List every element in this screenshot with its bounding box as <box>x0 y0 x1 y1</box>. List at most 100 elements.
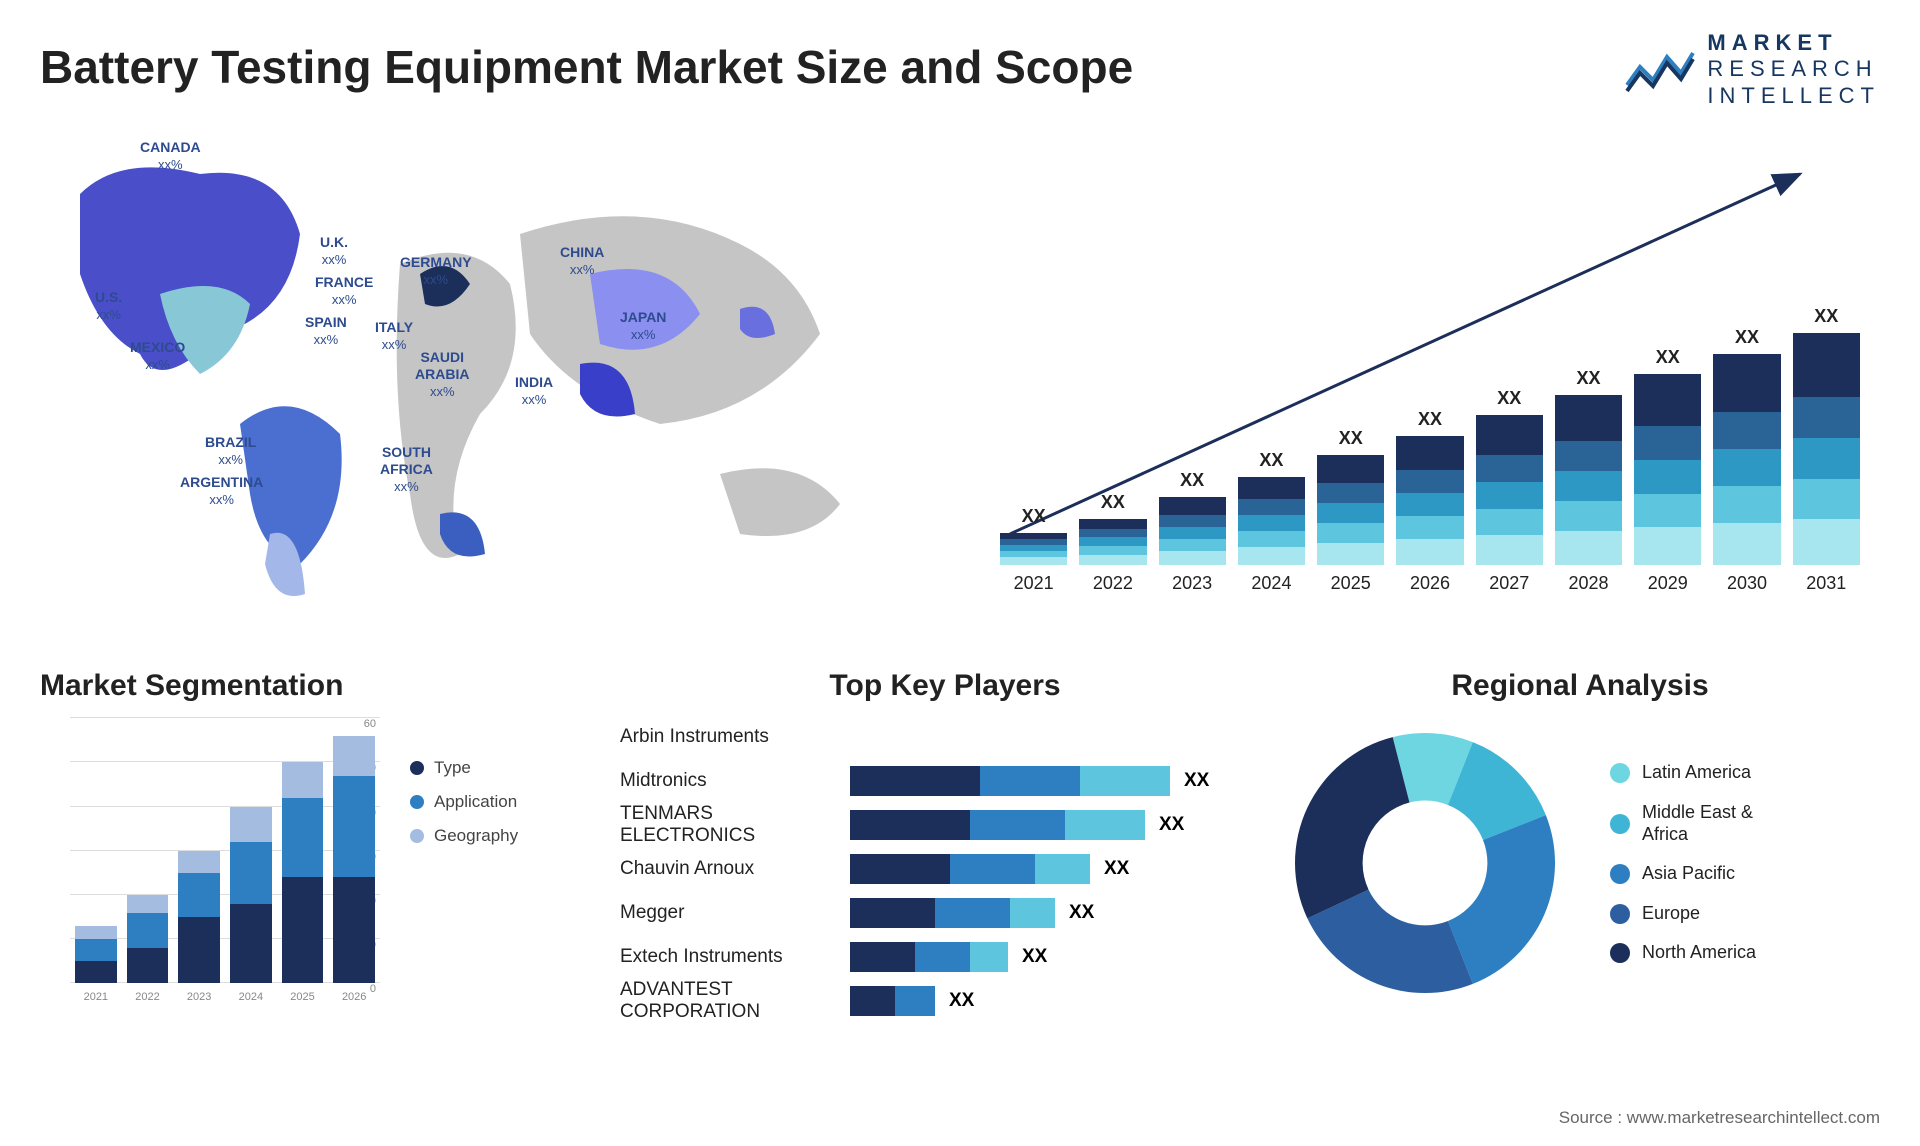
bar-segment <box>1555 471 1622 501</box>
legend-label: Asia Pacific <box>1642 863 1735 885</box>
growth-bar: XX2026 <box>1396 409 1463 594</box>
player-bar <box>850 942 1008 972</box>
growth-bar: XX2031 <box>1793 306 1860 594</box>
brand-logo: MARKET RESEARCH INTELLECT <box>1625 30 1880 109</box>
seg-bar: 2024 <box>230 807 272 984</box>
bar-segment <box>1238 499 1305 515</box>
bar-segment <box>1396 470 1463 493</box>
bar-segment <box>1793 479 1860 519</box>
bar-segment <box>1317 483 1384 503</box>
bar-segment <box>1713 354 1780 412</box>
segmentation-panel: Market Segmentation 0102030405060 202120… <box>40 669 610 1020</box>
player-bar <box>850 986 935 1016</box>
legend-label: Type <box>434 758 471 778</box>
seg-bar-segment <box>230 807 272 842</box>
player-bar <box>850 766 1170 796</box>
regional-title: Regional Analysis <box>1280 669 1880 703</box>
seg-year-label: 2022 <box>135 991 159 1003</box>
bar-year-label: 2022 <box>1093 573 1133 594</box>
bar-segment <box>1476 455 1543 482</box>
player-row: MeggerXX <box>620 894 1270 932</box>
seg-bar: 2021 <box>75 926 117 983</box>
growth-bar: XX2025 <box>1317 428 1384 594</box>
seg-bar-segment <box>282 877 324 983</box>
bar-year-label: 2029 <box>1648 573 1688 594</box>
segmentation-legend: Type Application Geography <box>410 758 518 1008</box>
player-bar-segment <box>970 810 1065 840</box>
player-value: XX <box>1159 814 1184 836</box>
player-bar-segment <box>850 942 915 972</box>
bar-value-label: XX <box>1101 492 1125 513</box>
map-label: SPAINxx% <box>305 314 347 348</box>
player-bar-segment <box>1065 810 1145 840</box>
map-label: SAUDIARABIAxx% <box>415 349 469 399</box>
bar-segment <box>1079 537 1146 546</box>
map-label: CANADAxx% <box>140 139 201 173</box>
legend-dot <box>1610 763 1630 783</box>
seg-bar-segment <box>230 904 272 984</box>
player-bar-segment <box>980 766 1080 796</box>
bar-segment <box>1079 546 1146 555</box>
player-name: Midtronics <box>620 770 850 792</box>
player-bar-segment <box>1080 766 1170 796</box>
bar-segment <box>1396 436 1463 470</box>
legend-label: Geography <box>434 826 518 846</box>
bar-year-label: 2027 <box>1489 573 1529 594</box>
bar-segment <box>1555 395 1622 441</box>
legend-dot <box>410 829 424 843</box>
bar-segment <box>1317 455 1384 483</box>
map-label: ARGENTINAxx% <box>180 474 263 508</box>
bar-segment <box>1159 527 1226 539</box>
seg-bar: 2025 <box>282 762 324 983</box>
legend-label: Europe <box>1642 903 1700 925</box>
players-panel: Top Key Players Arbin InstrumentsMidtron… <box>620 669 1270 1020</box>
seg-bar-segment <box>282 762 324 797</box>
world-map-svg <box>40 134 930 634</box>
player-bar <box>850 854 1090 884</box>
players-title: Top Key Players <box>620 669 1270 703</box>
player-bar-segment <box>850 766 980 796</box>
player-row: Midtronics XX <box>620 762 1270 800</box>
seg-bar-segment <box>178 917 220 983</box>
seg-bar-segment <box>75 926 117 939</box>
legend-item: Type <box>410 758 518 778</box>
bar-value-label: XX <box>1339 428 1363 449</box>
map-label: FRANCExx% <box>315 274 373 308</box>
player-bar-segment <box>970 942 1008 972</box>
bar-segment <box>1238 547 1305 565</box>
segmentation-title: Market Segmentation <box>40 669 610 703</box>
donut-segment <box>1295 737 1409 918</box>
growth-bar: XX2024 <box>1238 450 1305 594</box>
bar-segment <box>1634 494 1701 527</box>
segmentation-chart: 0102030405060 202120222023202420252026 <box>40 718 380 1008</box>
seg-bar-segment <box>282 798 324 878</box>
player-bar-segment <box>950 854 1035 884</box>
seg-bar: 2026 <box>333 736 375 983</box>
bar-segment <box>1476 535 1543 565</box>
player-value: XX <box>1184 770 1209 792</box>
bar-value-label: XX <box>1814 306 1838 327</box>
growth-bar: XX2023 <box>1159 470 1226 594</box>
legend-label: Application <box>434 792 517 812</box>
map-label: ITALYxx% <box>375 319 413 353</box>
bar-year-label: 2024 <box>1251 573 1291 594</box>
bar-year-label: 2028 <box>1568 573 1608 594</box>
bar-year-label: 2021 <box>1014 573 1054 594</box>
source-attribution: Source : www.marketresearchintellect.com <box>1559 1108 1880 1128</box>
bar-segment <box>1238 515 1305 531</box>
seg-bar-segment <box>75 961 117 983</box>
bar-segment <box>1713 523 1780 565</box>
bar-segment <box>1793 438 1860 479</box>
bar-segment <box>1555 441 1622 471</box>
map-australia <box>720 468 840 536</box>
player-bar-segment <box>895 986 935 1016</box>
growth-bar: XX2027 <box>1476 388 1543 594</box>
bar-segment <box>1159 515 1226 527</box>
bar-segment <box>1079 519 1146 529</box>
legend-dot <box>1610 814 1630 834</box>
player-value: XX <box>1104 858 1129 880</box>
seg-year-label: 2024 <box>239 991 263 1003</box>
bar-segment <box>1555 531 1622 565</box>
legend-dot <box>1610 904 1630 924</box>
bar-value-label: XX <box>1576 368 1600 389</box>
